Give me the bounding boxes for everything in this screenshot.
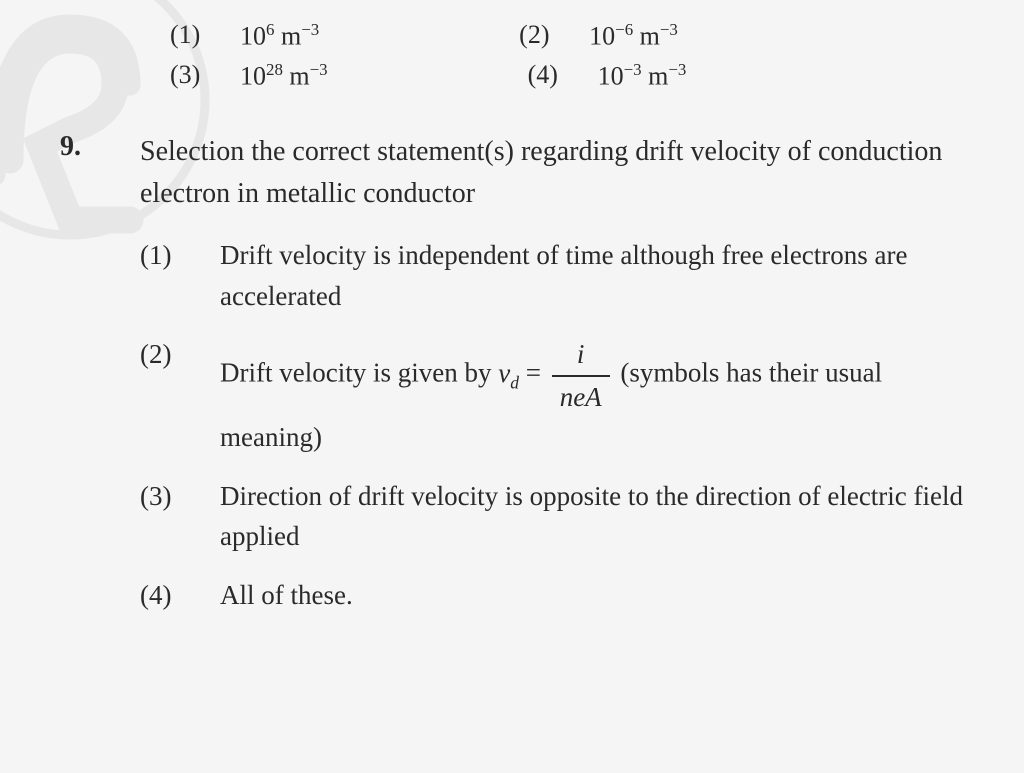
option-value: 10−6 m−3 xyxy=(589,20,678,52)
previous-question-options-row1: (1) 106 m−3 (2) 10−6 m−3 xyxy=(170,20,964,52)
question-9: 9. Selection the correct statement(s) re… xyxy=(60,131,964,633)
option-number: (1) xyxy=(170,20,210,52)
option-value: 1028 m−3 xyxy=(240,60,328,92)
fraction: i neA xyxy=(552,334,610,417)
answer-option-4: (4) All of these. xyxy=(140,575,964,616)
answer-number: (1) xyxy=(140,235,190,316)
prev-option-1: (1) 106 m−3 xyxy=(170,20,319,52)
answer-text: Drift velocity is independent of time al… xyxy=(220,235,964,316)
previous-question-options-row2: (3) 1028 m−3 (4) 10−3 m−3 xyxy=(170,60,964,92)
answer-number: (2) xyxy=(140,334,190,458)
answer-number: (3) xyxy=(140,476,190,557)
prev-option-4: (4) 10−3 m−3 xyxy=(528,60,687,92)
option-number: (4) xyxy=(528,60,568,92)
formula-variable: vd xyxy=(498,358,519,388)
option-value: 106 m−3 xyxy=(240,20,319,52)
fraction-denominator: neA xyxy=(552,377,610,418)
answer-number: (4) xyxy=(140,575,190,616)
prev-option-3: (3) 1028 m−3 xyxy=(170,60,328,92)
answer-option-3: (3) Direction of drift velocity is oppos… xyxy=(140,476,964,557)
fraction-numerator: i xyxy=(552,334,610,377)
question-text: Selection the correct statement(s) regar… xyxy=(140,131,964,215)
answer-option-1: (1) Drift velocity is independent of tim… xyxy=(140,235,964,316)
prev-option-2: (2) 10−6 m−3 xyxy=(519,20,678,52)
formula-text-before: Drift velocity is given by xyxy=(220,358,498,388)
answer-text: All of these. xyxy=(220,575,964,616)
answer-text: Drift velocity is given by vd = i neA (s… xyxy=(220,334,964,458)
answer-option-2: (2) Drift velocity is given by vd = i ne… xyxy=(140,334,964,458)
question-number: 9. xyxy=(60,131,100,633)
option-value: 10−3 m−3 xyxy=(598,60,687,92)
question-body: Selection the correct statement(s) regar… xyxy=(140,131,964,633)
answer-text: Direction of drift velocity is opposite … xyxy=(220,476,964,557)
option-number: (2) xyxy=(519,20,559,52)
option-number: (3) xyxy=(170,60,210,92)
page-content: (1) 106 m−3 (2) 10−6 m−3 (3) 1028 m−3 (4… xyxy=(60,20,964,633)
